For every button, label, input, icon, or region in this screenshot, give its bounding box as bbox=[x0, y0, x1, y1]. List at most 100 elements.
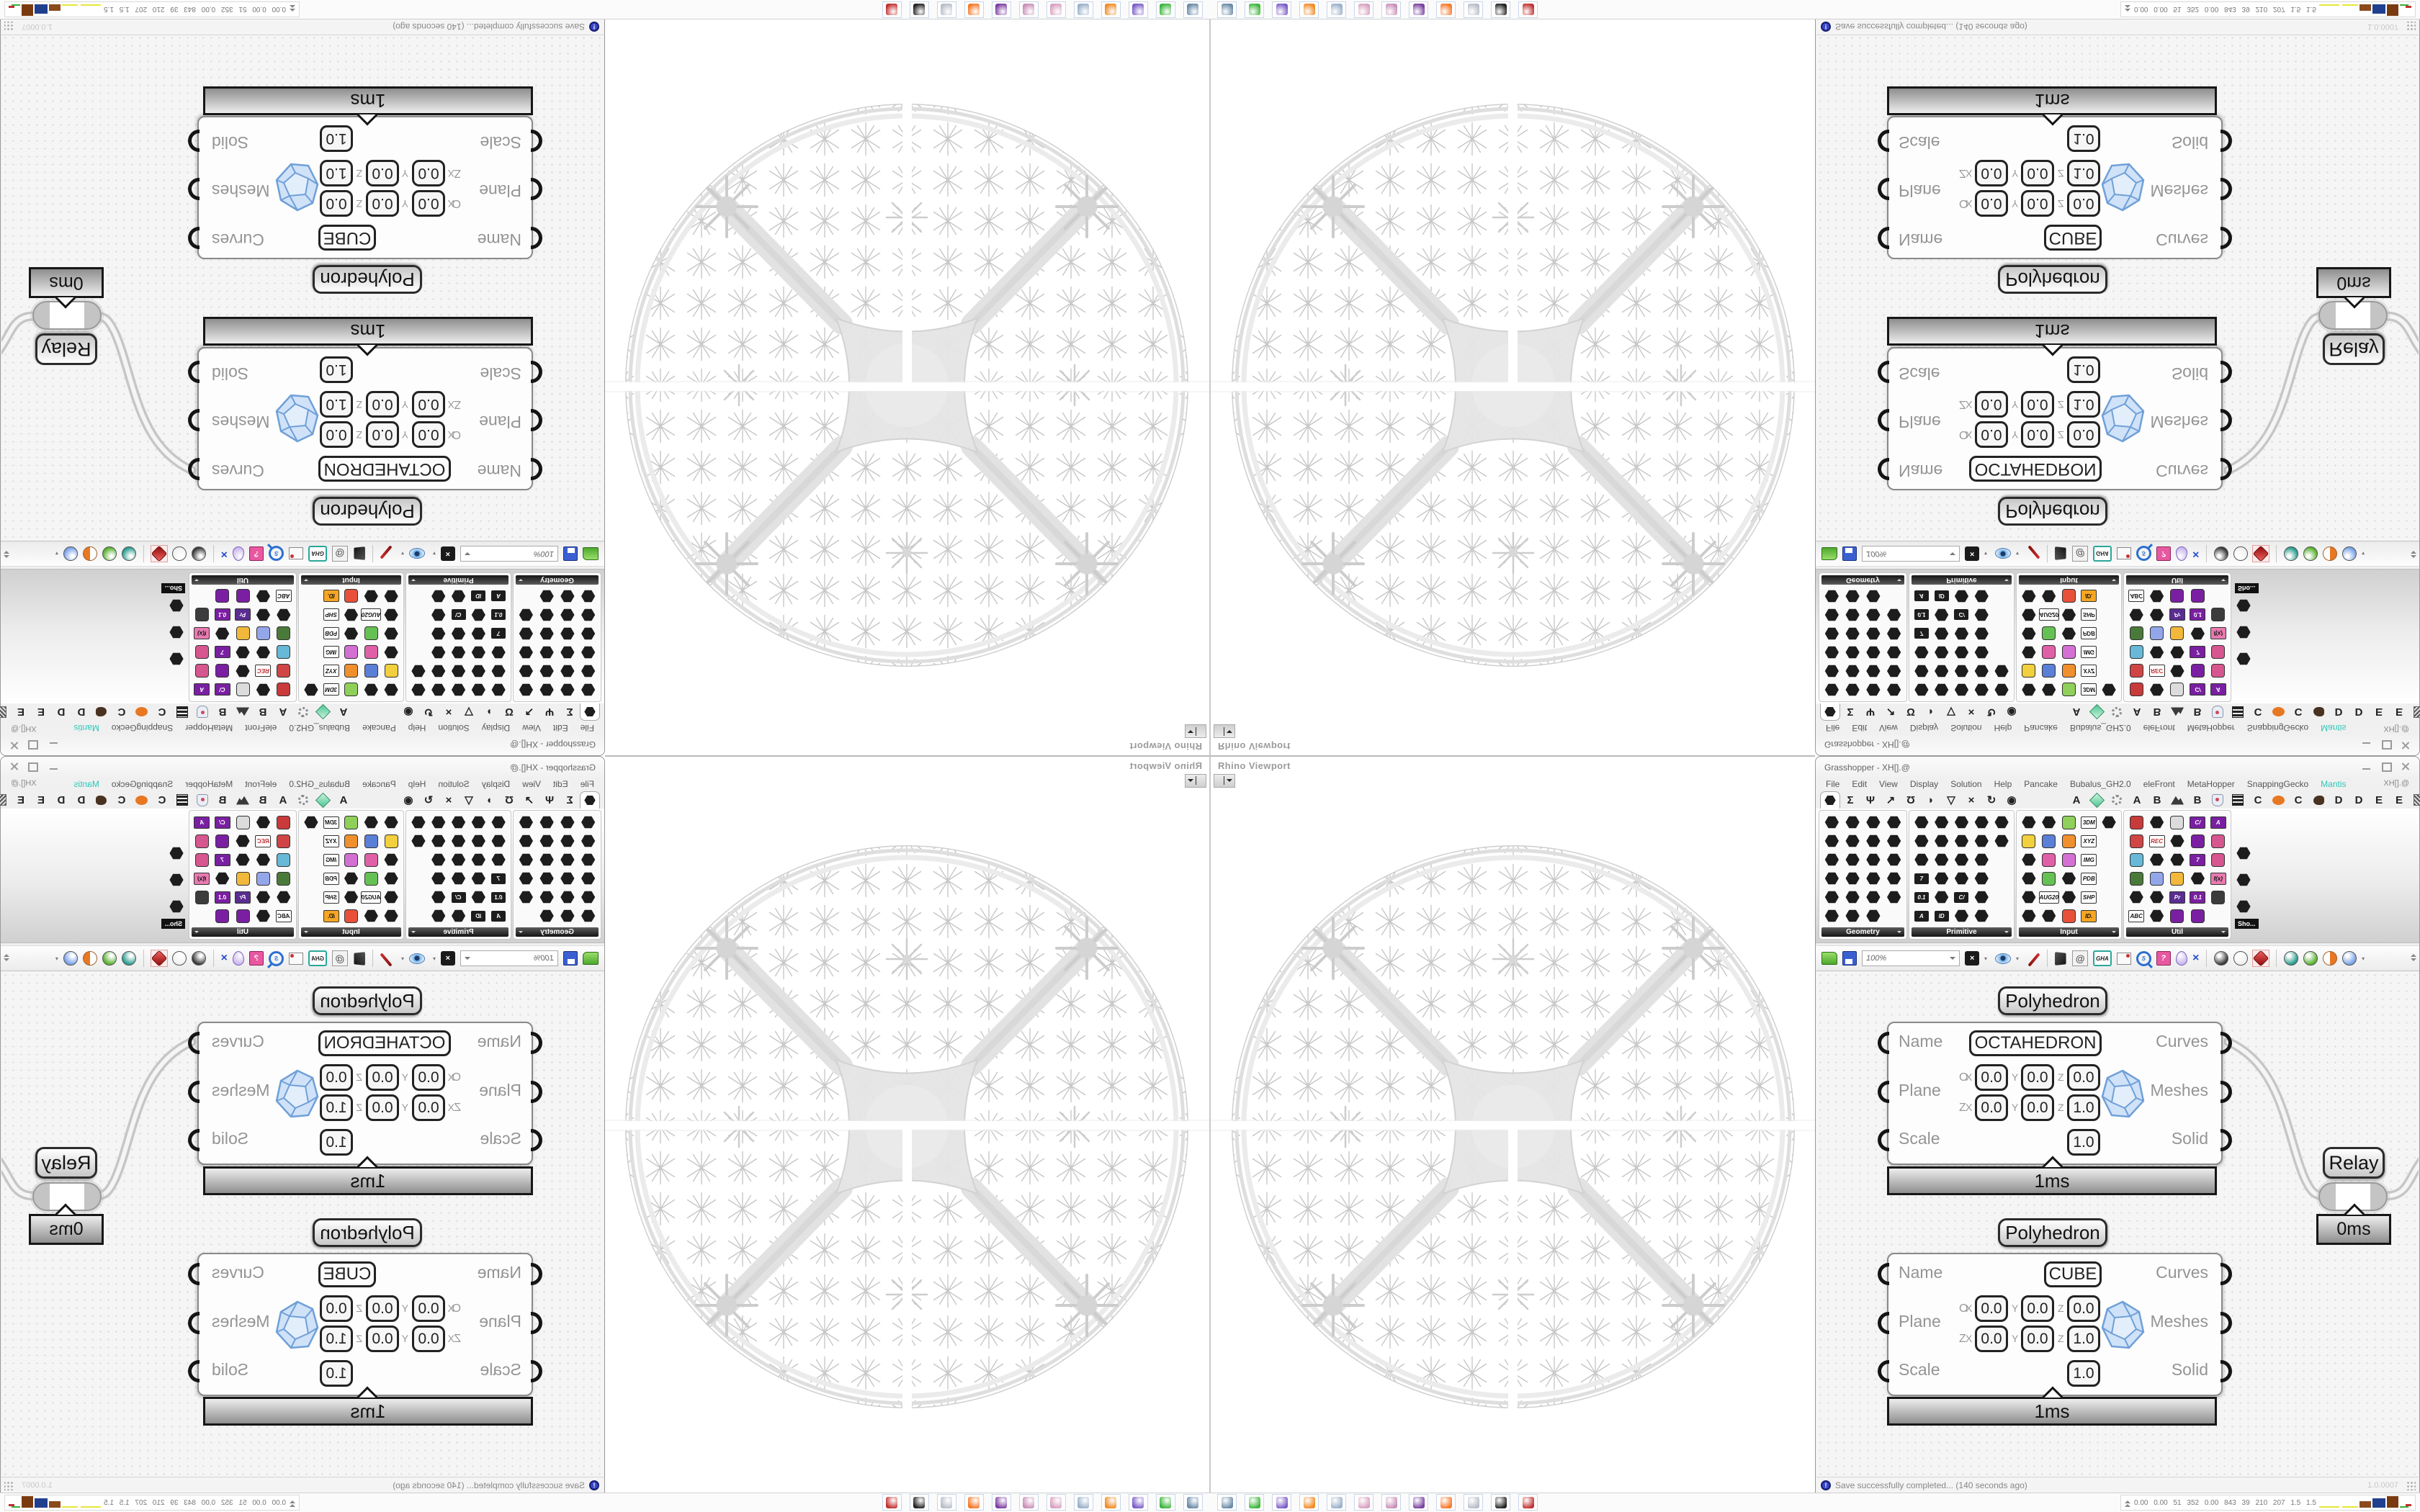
component-icon[interactable] bbox=[2019, 850, 2039, 869]
component-icon[interactable]: C/ bbox=[449, 888, 469, 906]
panel-label[interactable]: Primitive bbox=[408, 927, 508, 937]
rhino-viewport[interactable]: Rhino Viewport bbox=[604, 756, 1210, 1493]
plugin-tab-a-3[interactable]: A bbox=[2133, 793, 2141, 806]
mode-green-button[interactable] bbox=[2303, 951, 2318, 966]
component-icon[interactable] bbox=[429, 888, 449, 906]
component-icon[interactable] bbox=[381, 906, 401, 925]
component-icon[interactable]: ID bbox=[468, 906, 488, 925]
component-icon[interactable] bbox=[2236, 870, 2251, 889]
menu-item-elefront[interactable]: eleFront bbox=[245, 779, 277, 789]
plane-zz-box[interactable]: 1.0 bbox=[2067, 1326, 2100, 1352]
component-icon[interactable] bbox=[1932, 624, 1952, 643]
menu-item-edit[interactable]: Edit bbox=[1852, 723, 1868, 733]
save-file-button[interactable] bbox=[563, 951, 578, 966]
title-bar[interactable]: Grasshopper - XH[].@ bbox=[1816, 735, 2419, 755]
taskbar-calculator-icon[interactable] bbox=[1327, 1494, 1346, 1511]
component-icon[interactable] bbox=[2146, 888, 2166, 906]
component-icon[interactable] bbox=[1821, 832, 1842, 850]
tab-mesh[interactable]: ▽ bbox=[465, 706, 473, 718]
component-icon[interactable] bbox=[169, 844, 184, 863]
component-icon[interactable] bbox=[1952, 680, 1972, 699]
component-icon[interactable] bbox=[2019, 587, 2039, 606]
plane-zy-box[interactable]: 0.0 bbox=[2021, 1094, 2054, 1121]
component-icon[interactable] bbox=[2059, 662, 2079, 680]
component-icon[interactable]: 7 bbox=[1912, 869, 1932, 888]
polyhedron-component-octahedron[interactable]: Name Plane Scale Curves Meshes Solid OCT… bbox=[1878, 347, 2232, 490]
component-icon[interactable] bbox=[1883, 869, 1904, 888]
component-icon[interactable] bbox=[2187, 869, 2208, 888]
component-icon[interactable] bbox=[2126, 850, 2146, 869]
component-icon[interactable]: SHP bbox=[2079, 606, 2099, 624]
plane-zx-box[interactable]: 0.0 bbox=[412, 1094, 445, 1121]
polyhedron-component-octahedron[interactable]: Name Plane Scale Curves Meshes Solid OCT… bbox=[1878, 1022, 2232, 1165]
taskbar-calculator-icon[interactable] bbox=[1074, 1494, 1093, 1511]
component-icon[interactable] bbox=[301, 813, 321, 832]
menu-item-snappinggecko[interactable]: SnappingGecko bbox=[111, 723, 174, 733]
viewport-dropdown[interactable] bbox=[1185, 724, 1206, 738]
dropdown-caret[interactable]: ▾ bbox=[400, 550, 404, 557]
component-icon[interactable] bbox=[2146, 680, 2166, 699]
component-icon[interactable]: AUG20 bbox=[2038, 888, 2059, 906]
component-icon[interactable] bbox=[2236, 623, 2251, 642]
component-icon[interactable] bbox=[341, 680, 362, 699]
panel-label[interactable]: Sho... bbox=[161, 583, 185, 593]
component-icon[interactable]: C/ bbox=[2187, 680, 2208, 699]
input-port-plane[interactable] bbox=[1878, 1081, 1889, 1103]
component-icon[interactable]: SHP bbox=[2079, 888, 2099, 906]
finder-button[interactable]: S bbox=[2136, 950, 2151, 966]
component-icon[interactable] bbox=[2146, 606, 2166, 624]
component-icon[interactable] bbox=[274, 832, 294, 850]
component-icon[interactable] bbox=[1952, 624, 1972, 643]
component-icon[interactable]: ID bbox=[468, 587, 488, 606]
plane-zy-box[interactable]: 0.0 bbox=[366, 391, 399, 418]
menu-item-mantis[interactable]: Mantis bbox=[2321, 779, 2347, 789]
component-icon[interactable] bbox=[2039, 906, 2059, 925]
save-file-button[interactable] bbox=[563, 546, 578, 561]
plugin-tab-gear[interactable] bbox=[2107, 703, 2127, 721]
preview-eye-button[interactable] bbox=[1995, 548, 2011, 559]
component-icon[interactable] bbox=[301, 680, 321, 699]
plugin-tab-d-13[interactable]: D bbox=[77, 793, 86, 806]
component-icon[interactable] bbox=[1821, 850, 1842, 869]
menu-item-view[interactable]: View bbox=[1879, 723, 1898, 733]
menu-item-bubalus_gh2.0[interactable]: Bubalus_GH2.0 bbox=[2069, 779, 2131, 789]
component-icon[interactable] bbox=[408, 813, 429, 832]
component-icon[interactable] bbox=[2019, 869, 2039, 888]
component-icon[interactable] bbox=[2167, 587, 2187, 606]
component-icon[interactable] bbox=[1971, 850, 1991, 869]
component-icon[interactable] bbox=[408, 662, 429, 680]
tab-surface[interactable]: ◗ bbox=[485, 706, 493, 719]
output-port-meshes[interactable] bbox=[2220, 1081, 2232, 1103]
menu-item-display[interactable]: Display bbox=[1909, 723, 1939, 733]
component-icon[interactable] bbox=[557, 624, 578, 643]
plane-zx-box[interactable]: 0.0 bbox=[412, 391, 445, 418]
panel-label[interactable]: Geometry bbox=[516, 575, 599, 585]
relay-header-button[interactable]: Relay bbox=[2323, 1147, 2385, 1179]
wire-display-button[interactable]: × bbox=[221, 952, 228, 965]
plane-ox-box[interactable]: 0.0 bbox=[412, 1064, 445, 1091]
plane-zx-box[interactable]: 0.0 bbox=[412, 160, 445, 186]
component-icon[interactable] bbox=[381, 888, 401, 906]
plugin-tab-c-9[interactable]: C bbox=[2254, 706, 2262, 719]
component-icon[interactable] bbox=[2208, 643, 2228, 662]
component-icon[interactable] bbox=[578, 888, 599, 906]
component-icon[interactable] bbox=[2039, 624, 2059, 643]
preview-wireframe-button[interactable] bbox=[2233, 546, 2249, 561]
component-icon[interactable] bbox=[233, 662, 253, 680]
remote-control-button[interactable]: @ bbox=[332, 950, 348, 966]
component-icon[interactable] bbox=[2019, 832, 2039, 850]
taskbar-system-monitor-icon[interactable] bbox=[1183, 1494, 1203, 1511]
plugin-tab-b-6[interactable]: B bbox=[218, 793, 227, 806]
component-icon[interactable] bbox=[1971, 813, 1991, 832]
plugin-tab-dot[interactable] bbox=[132, 703, 152, 721]
component-icon[interactable] bbox=[192, 850, 212, 869]
mode-teal-button[interactable] bbox=[121, 546, 136, 561]
menu-item-file[interactable]: File bbox=[580, 723, 594, 733]
plane-ox-box[interactable]: 0.0 bbox=[412, 421, 445, 448]
maximize-button[interactable] bbox=[2381, 762, 2392, 772]
zoom-extents-button[interactable]: × bbox=[1965, 546, 1979, 561]
toolbar-scroller[interactable] bbox=[3, 951, 11, 967]
component-icon[interactable]: 7 bbox=[488, 624, 508, 643]
toolbar-scroller[interactable] bbox=[3, 545, 11, 561]
component-icon[interactable] bbox=[1842, 832, 1863, 850]
